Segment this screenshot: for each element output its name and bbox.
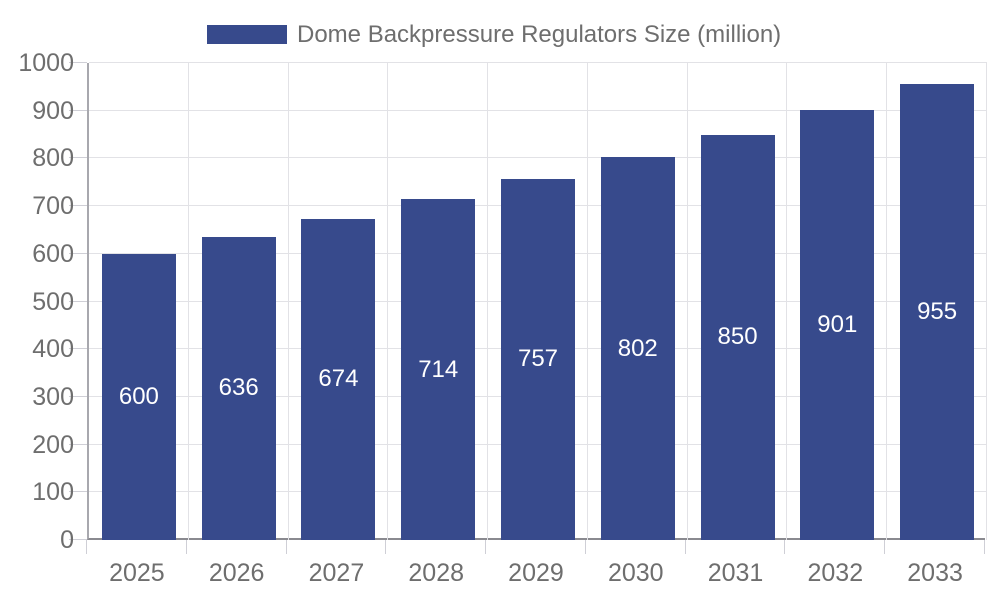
y-axis-tick-label: 900 — [32, 96, 74, 125]
x-gridline — [986, 63, 987, 540]
x-tick-mark — [584, 540, 586, 554]
bar-value-label: 802 — [617, 334, 658, 362]
bar — [301, 218, 376, 540]
bar — [900, 84, 975, 540]
y-tick-mark — [69, 491, 87, 493]
x-tick-mark — [185, 540, 187, 554]
x-tick-mark — [984, 540, 985, 554]
bar — [501, 178, 575, 540]
x-tick-mark — [784, 540, 786, 554]
y-tick-mark — [69, 300, 87, 302]
y-tick-mark — [69, 62, 87, 63]
x-axis-tick-label: 2031 — [707, 559, 764, 587]
y-axis-tick-label: 100 — [32, 478, 74, 507]
bar-value-label: 636 — [218, 374, 259, 402]
plot-area: 600 636 674 714 757 802 850 901 955 — [87, 62, 987, 540]
x-gridline — [287, 63, 289, 540]
x-gridline — [786, 63, 788, 540]
y-axis-tick-label: 600 — [32, 239, 74, 268]
x-gridline — [886, 63, 888, 540]
x-axis-tick-label: 2030 — [607, 559, 664, 587]
bar — [101, 253, 176, 540]
x-tick-mark — [485, 540, 487, 554]
x-gridline — [586, 63, 588, 540]
y-axis-tick-label: 300 — [32, 382, 74, 411]
bar — [600, 157, 675, 540]
bar-value-label: 850 — [717, 323, 758, 351]
x-gridline — [187, 63, 189, 540]
bar-value-label: 955 — [917, 298, 958, 326]
y-gridline — [89, 109, 987, 111]
chart-legend: Dome Backpressure Regulators Size (milli… — [0, 0, 1000, 55]
y-axis-tick-label: 400 — [32, 335, 74, 364]
y-tick-mark — [69, 252, 87, 254]
bar-value-label: 600 — [118, 382, 159, 410]
x-tick-mark — [385, 540, 387, 554]
y-tick-mark — [69, 443, 87, 445]
y-tick-mark — [69, 157, 87, 159]
x-tick-mark — [285, 540, 287, 554]
x-tick-mark — [884, 540, 886, 554]
y-gridline — [89, 62, 987, 63]
x-gridline — [686, 63, 688, 540]
legend-label: Dome Backpressure Regulators Size (milli… — [297, 21, 782, 48]
y-axis-tick-label: 800 — [32, 144, 74, 173]
bar-value-label: 901 — [817, 311, 858, 339]
y-tick-mark — [69, 348, 87, 350]
x-axis-tick-label: 2033 — [907, 559, 963, 587]
x-axis-tick-label: 2028 — [408, 559, 465, 587]
y-axis-tick-label: 0 — [60, 526, 74, 554]
bar-value-label: 714 — [418, 355, 459, 383]
x-axis-tick-label: 2025 — [109, 559, 165, 587]
y-axis-tick-label: 200 — [32, 430, 74, 459]
y-tick-mark — [69, 205, 87, 207]
x-axis-tick-label: 2027 — [308, 559, 365, 587]
y-axis-tick-label: 500 — [32, 287, 74, 316]
y-tick-mark — [69, 539, 87, 540]
y-axis-tick-label: 1000 — [18, 49, 74, 77]
y-gridline — [89, 157, 987, 159]
y-axis-tick-label: 700 — [32, 192, 74, 221]
x-tick-mark — [684, 540, 686, 554]
bar-value-label: 674 — [318, 365, 359, 393]
x-axis-tick-label: 2029 — [508, 559, 564, 587]
y-tick-mark — [69, 395, 87, 397]
x-axis-tick-label: 2026 — [208, 559, 265, 587]
x-gridline — [387, 63, 389, 540]
x-gridline — [487, 63, 489, 540]
x-axis-tick-label: 2032 — [807, 559, 864, 587]
y-tick-mark — [69, 109, 87, 111]
bar — [201, 236, 276, 540]
bar — [700, 134, 775, 540]
legend-swatch — [207, 25, 287, 44]
x-tick-mark — [86, 540, 87, 554]
bar — [800, 110, 875, 540]
bar-value-label: 757 — [517, 345, 559, 373]
bar — [401, 199, 476, 540]
